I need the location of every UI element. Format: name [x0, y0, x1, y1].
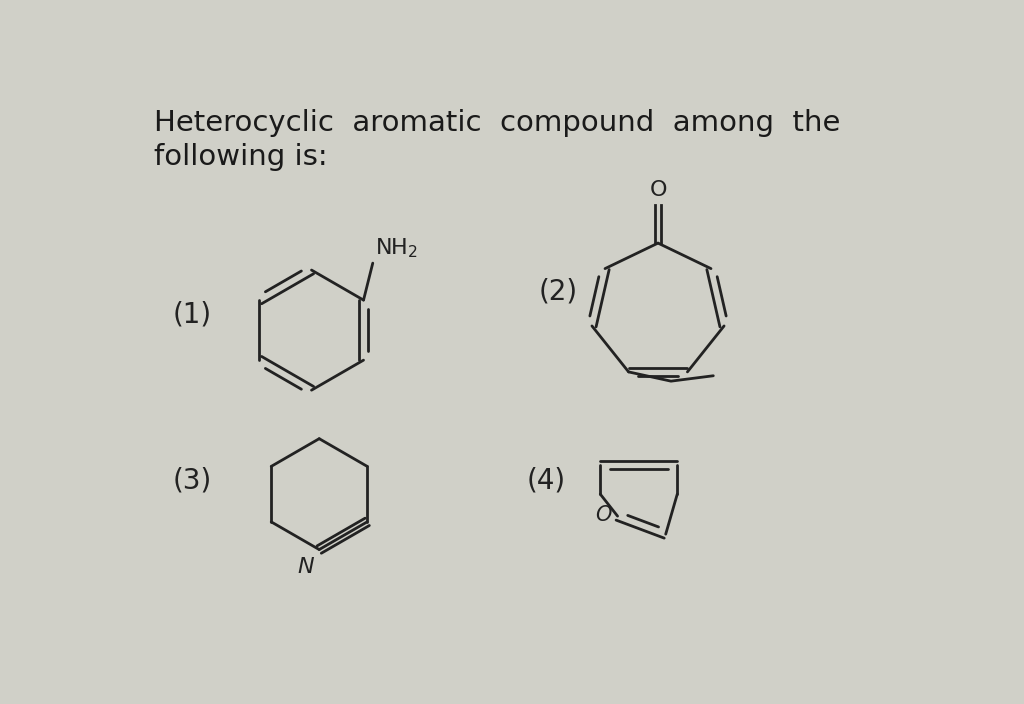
Text: (3): (3): [173, 466, 212, 494]
Text: O: O: [649, 180, 667, 200]
Text: NH$_2$: NH$_2$: [375, 237, 418, 260]
Text: following is:: following is:: [154, 143, 328, 171]
Text: N: N: [298, 558, 314, 577]
Text: (1): (1): [173, 301, 212, 329]
Text: (2): (2): [539, 277, 578, 306]
Text: O: O: [596, 505, 612, 524]
Text: (4): (4): [527, 466, 566, 494]
Text: Heterocyclic  aromatic  compound  among  the: Heterocyclic aromatic compound among the: [154, 109, 840, 137]
